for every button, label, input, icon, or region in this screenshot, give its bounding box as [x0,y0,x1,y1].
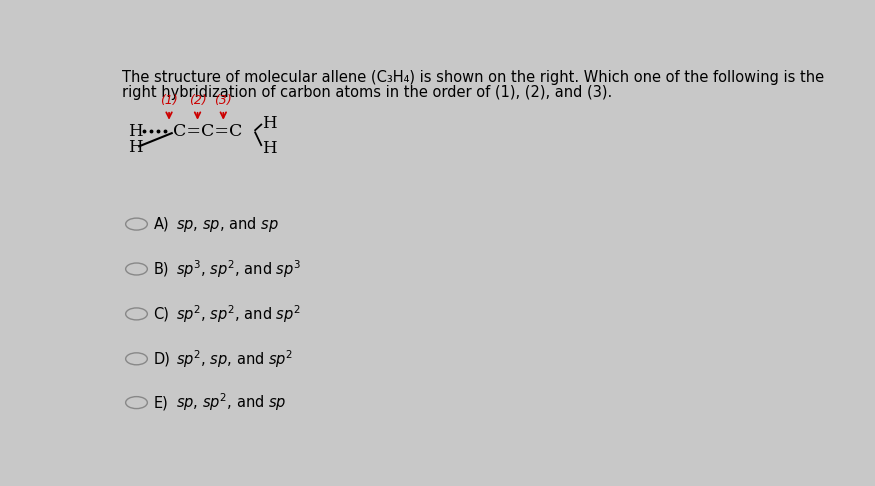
Text: $\it{sp}^2$, $\it{sp}^2$, and $\it{sp}^2$: $\it{sp}^2$, $\it{sp}^2$, and $\it{sp}^2… [176,303,301,325]
Text: C=C=C: C=C=C [173,123,242,140]
Text: $\it{sp}^2$, $\it{sp}$, and $\it{sp}^2$: $\it{sp}^2$, $\it{sp}$, and $\it{sp}^2$ [176,348,293,370]
Text: $\it{sp}^3$, $\it{sp}^2$, and $\it{sp}^3$: $\it{sp}^3$, $\it{sp}^2$, and $\it{sp}^3… [176,258,301,280]
Text: (2): (2) [189,94,206,107]
Text: E): E) [153,395,168,410]
Text: D): D) [153,351,171,366]
Text: $\it{sp}$, $\it{sp}$, and $\it{sp}$: $\it{sp}$, $\it{sp}$, and $\it{sp}$ [176,215,278,234]
Text: H: H [262,139,276,156]
Text: (3): (3) [214,94,232,107]
Text: A): A) [153,217,169,232]
Text: The structure of molecular allene (C₃H₄) is shown on the right. Which one of the: The structure of molecular allene (C₃H₄)… [122,70,823,86]
Text: B): B) [153,261,169,277]
Text: H: H [129,123,143,140]
Text: right hybridization of carbon atoms in the order of (1), (2), and (3).: right hybridization of carbon atoms in t… [122,85,612,100]
Text: C): C) [153,306,170,321]
Text: H: H [262,115,276,132]
Text: $\it{sp}$, $\it{sp}^2$, and $\it{sp}$: $\it{sp}$, $\it{sp}^2$, and $\it{sp}$ [176,392,286,414]
Text: H: H [129,139,143,156]
Text: (1): (1) [160,94,178,107]
